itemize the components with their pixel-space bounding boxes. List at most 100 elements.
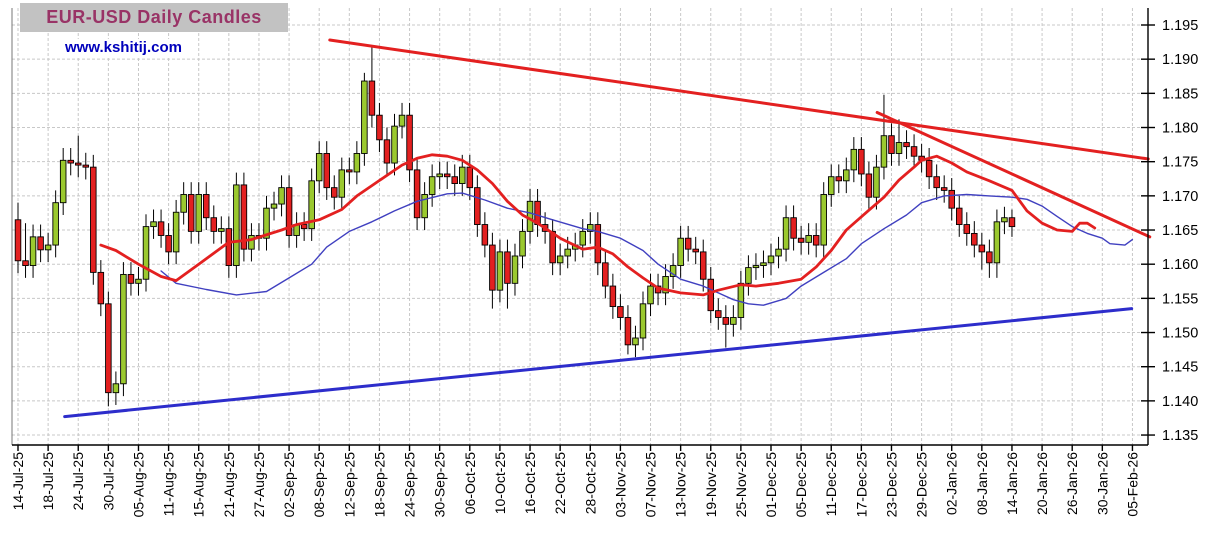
candle-up [278,187,285,205]
slow-moving-average-line [160,192,1134,306]
candle-up [135,278,142,284]
candle-up [519,230,526,257]
candle-up [1001,217,1008,223]
candle-down [165,235,172,253]
candle-up [873,166,880,198]
candle-down [82,164,90,168]
candle-down [835,176,843,182]
x-tick-label: 15-Aug-25 [191,452,207,518]
x-tick-label: 03-Nov-25 [612,452,628,518]
candle-down [157,221,165,236]
x-tick-label: 01-Dec-25 [763,452,779,518]
candle-up [745,267,752,284]
candle-down [617,306,624,318]
x-tick-label: 02-Sep-25 [281,452,297,518]
candle-down [790,217,797,239]
candle-down [602,262,609,287]
x-tick-label: 14-Jan-26 [1004,452,1020,515]
candle-up [775,248,782,257]
candle-up [677,237,684,267]
candle-up [52,202,59,246]
x-tick-label: 27-Aug-25 [251,452,267,518]
candle-up [218,228,225,232]
candle-up [827,176,835,195]
candle-up [730,317,737,325]
candle-down [187,194,195,232]
candle-up [398,114,406,127]
candle-up [993,221,1001,264]
chart-title: EUR-USD Daily Candles [46,7,262,27]
x-tick-label: 02-Jan-26 [944,452,960,515]
x-tick-label: 25-Nov-25 [733,452,749,518]
x-tick-label: 18-Jul-25 [40,452,56,511]
candle-up [248,235,255,250]
candle-up [308,180,315,230]
x-tick-label: 24-Jul-25 [70,452,86,511]
candle-up [880,135,888,168]
candle-down [74,162,82,166]
x-tick-label: 20-Jan-26 [1034,452,1050,515]
y-tick-label: 1.190 [1162,52,1198,68]
candle-up [895,142,903,154]
y-tick-label: 1.145 [1162,360,1198,376]
candle-up [172,211,180,253]
candle-down [986,251,993,264]
candle-down [722,317,730,325]
candle-down [300,224,308,230]
x-tick-label: 16-Oct-25 [522,452,538,514]
candle-down [978,244,986,253]
candle-down [903,142,910,148]
y-tick-label: 1.135 [1162,428,1198,444]
candle-up [353,153,361,173]
chart-title-box: EUR-USD Daily Candles [20,3,288,32]
y-tick-label: 1.160 [1162,257,1198,273]
candle-down [127,273,135,284]
candle-down [37,236,44,251]
x-tick-label: 06-Oct-25 [462,452,478,514]
minor-resistance-trendline [875,110,1152,239]
candle-up [669,265,677,277]
candle-up [632,337,639,346]
candle-up [496,251,504,291]
candle-down [715,310,722,318]
candle-down [225,228,233,267]
x-tick-label: 24-Sep-25 [402,452,418,518]
candle-down [285,187,293,236]
website-watermark: www.kshitij.com [62,39,185,56]
candle-up [421,194,428,219]
candle-up [760,262,767,267]
candle-down [549,230,556,264]
candle-up [564,248,571,257]
candle-up [263,207,270,239]
candle-up [120,273,127,385]
y-tick-label: 1.195 [1162,18,1198,34]
candle-down [22,260,29,267]
candle-up [850,148,858,171]
candle-up [436,173,443,178]
x-tick-label: 26-Jan-26 [1064,452,1080,515]
candle-down [1008,217,1016,228]
x-tick-label: 12-Sep-25 [341,452,357,518]
candle-down [925,159,933,178]
candle-up [805,235,812,243]
y-tick-label: 1.165 [1162,223,1198,239]
candle-up [820,194,827,246]
candle-down [910,146,918,157]
candle-up [459,166,466,184]
x-tick-label: 19-Nov-25 [703,452,719,518]
candle-up [112,383,120,394]
x-tick-label: 30-Jul-25 [100,452,116,511]
candle-down [323,153,330,189]
y-tick-label: 1.155 [1162,291,1198,307]
candle-up [587,224,594,232]
candle-down [609,285,617,308]
candle-down [624,317,632,346]
candle-down [210,217,218,232]
candle-down [443,173,451,178]
x-tick-label: 30-Jan-26 [1094,452,1110,515]
candle-up [361,80,368,154]
candle-up [647,285,654,305]
candle-down [331,187,338,198]
